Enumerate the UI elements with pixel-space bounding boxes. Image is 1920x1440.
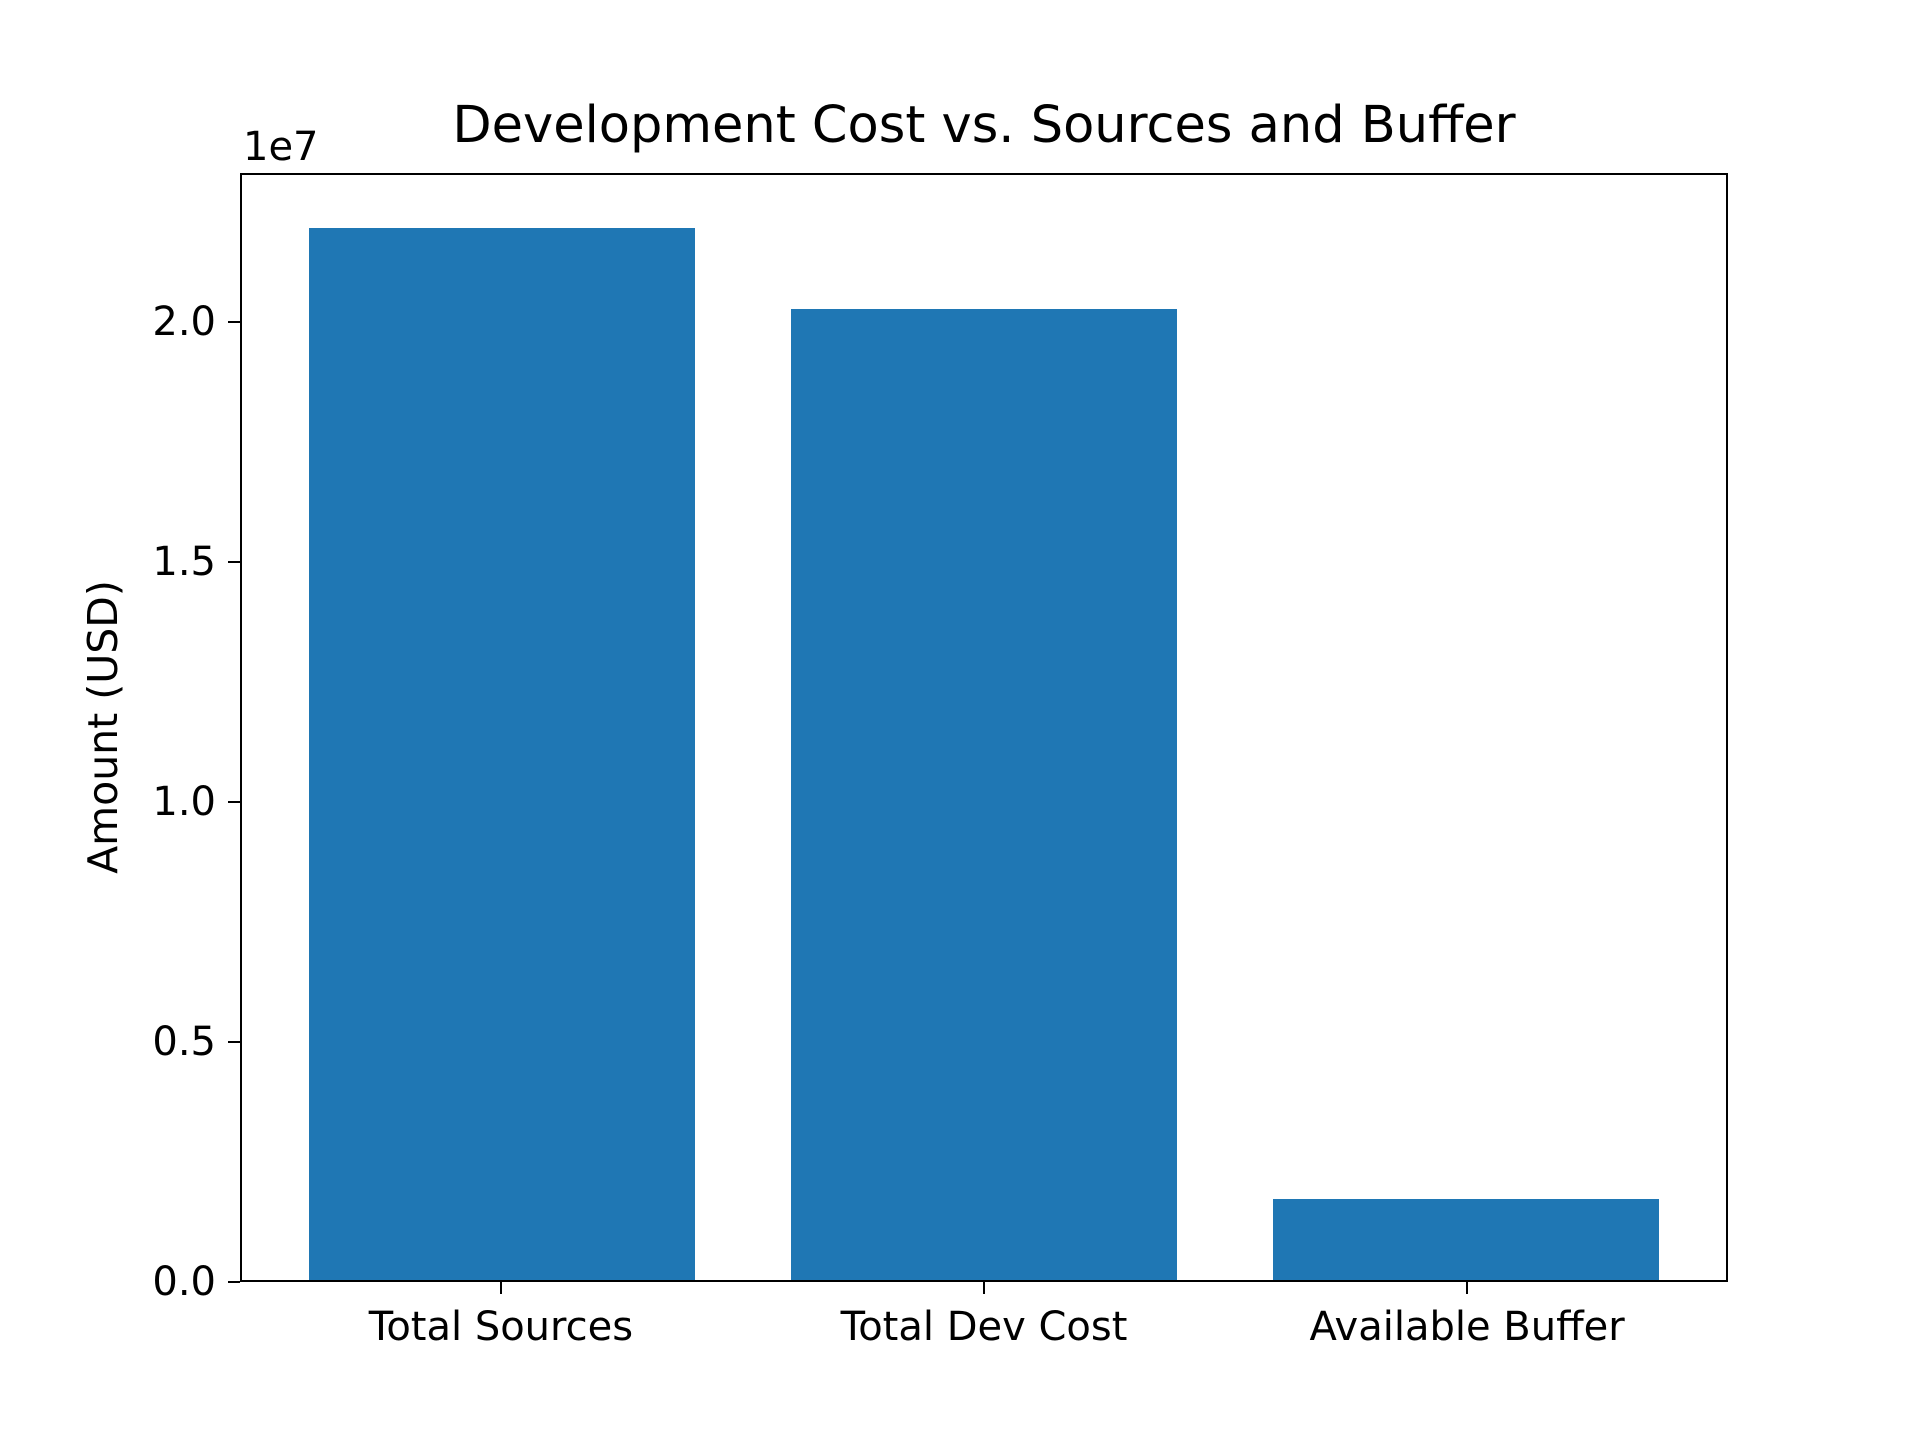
chart-title: Development Cost vs. Sources and Buffer [452,96,1516,155]
y-tick-mark [228,1281,240,1283]
bar-total-dev-cost [791,308,1177,1280]
y-tick-label: 1.0 [152,778,216,825]
x-tick-label-available-buffer: Available Buffer [1309,1304,1625,1350]
plot-area [240,173,1728,1282]
y-axis-label: Amount (USD) [79,580,127,874]
x-tick-label-total-sources: Total Sources [368,1304,634,1350]
y-tick-label: 2.0 [152,298,216,345]
x-tick-mark [499,1282,502,1294]
x-tick-mark [983,1282,985,1294]
x-tick-mark [1466,1282,1469,1294]
y-tick-label: 0.5 [152,1018,216,1065]
y-axis-offset-label: 1e7 [243,124,319,170]
y-tick-mark [228,320,240,323]
y-tick-mark [228,560,240,563]
y-tick-mark [228,800,240,803]
y-tick-label: 1.5 [152,538,216,585]
x-tick-label-total-dev-cost: Total Dev Cost [840,1304,1128,1350]
y-tick-mark [228,1040,240,1043]
bar-available-buffer [1273,1198,1659,1280]
bar-total-sources [309,227,695,1280]
y-tick-label: 0.0 [152,1259,216,1305]
